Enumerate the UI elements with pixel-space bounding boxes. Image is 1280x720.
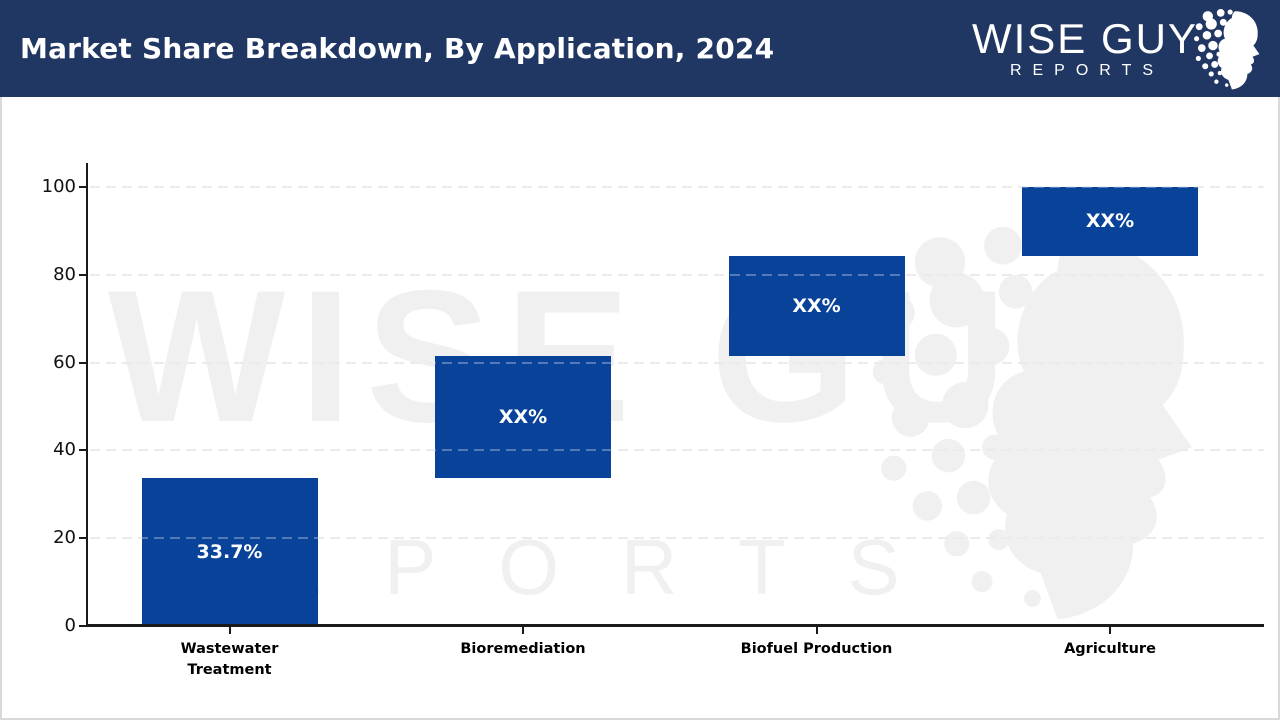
- gridline-y100: [90, 186, 1264, 188]
- gridline-y60: [90, 361, 1264, 364]
- logo-brand-text: WISE GUY: [971, 14, 1198, 62]
- y-tick-mark: [79, 625, 87, 627]
- x-tick-mark: [1109, 627, 1111, 634]
- gridline-y40: [90, 449, 1264, 452]
- wise-guy-face-logo-icon: [1194, 8, 1260, 89]
- x-tick-label: Wastewater Treatment: [180, 641, 279, 679]
- y-tick-label: 40: [53, 439, 76, 461]
- gridline-overlay-y20: [90, 537, 1264, 540]
- bar-value-label: XX%: [792, 294, 841, 317]
- bar-value-label: XX%: [1085, 210, 1135, 233]
- y-axis-line: [86, 163, 88, 627]
- y-tick-mark: [79, 273, 87, 276]
- wise-guy-reports-logo: WISE GUY REPORTS: [972, 6, 1262, 92]
- bar-bioremediation: XX%: [435, 356, 611, 479]
- x-tick-label: Bioremediation: [460, 641, 586, 657]
- gridline-overlay-y40: [90, 449, 1264, 452]
- y-tick-label: 100: [41, 176, 76, 197]
- y-tick-mark: [79, 537, 87, 540]
- y-tick-label: 20: [53, 527, 76, 549]
- x-axis-line: [86, 624, 1264, 627]
- bar-value-label: XX%: [498, 406, 548, 429]
- page-title: Market Share Breakdown, By Application, …: [20, 32, 775, 65]
- y-tick-label: 80: [53, 263, 76, 285]
- logo-reports-text: REPORTS: [1009, 61, 1165, 79]
- y-tick-label: 60: [53, 351, 76, 373]
- gridline-overlay-y60: [90, 361, 1264, 364]
- x-tick-mark: [522, 627, 524, 634]
- bar-agriculture: XX%: [1022, 187, 1198, 256]
- gridline-overlay-y100: [90, 186, 1264, 188]
- bar-biofuel-production: XX%: [728, 255, 905, 356]
- x-tick-mark: [815, 627, 818, 634]
- y-tick-mark: [79, 361, 87, 364]
- page-border-right: [1278, 97, 1280, 720]
- bar-wastewater-treatment: 33.7%: [141, 478, 318, 626]
- bar-value-label: 33.7%: [196, 541, 263, 564]
- gridline-y80: [90, 273, 1264, 276]
- x-tick-label: Biofuel Production: [740, 641, 893, 657]
- y-tick-mark: [79, 186, 87, 188]
- y-tick-mark: [79, 449, 87, 452]
- page-border-left: [0, 97, 2, 720]
- gridline-y20: [90, 537, 1264, 540]
- gridline-overlay-y80: [90, 273, 1264, 276]
- x-tick-mark: [228, 627, 231, 634]
- y-tick-label: 0: [64, 615, 76, 636]
- x-tick-label: Agriculture: [1064, 641, 1156, 657]
- page-border-bottom: [0, 718, 1280, 720]
- header-bar: Market Share Breakdown, By Application, …: [0, 0, 1280, 97]
